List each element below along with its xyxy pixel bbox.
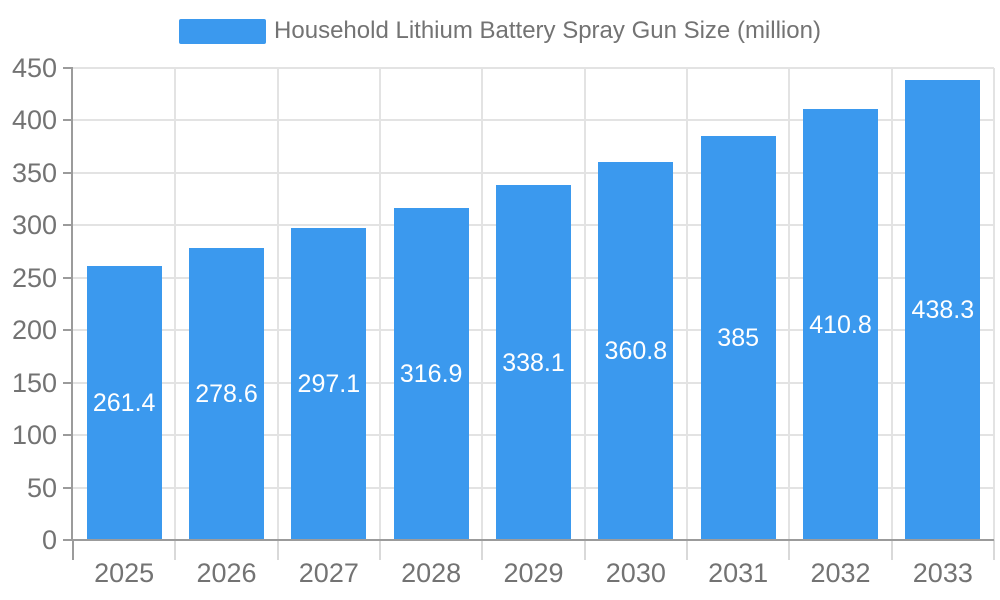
x-axis-label: 2031 (708, 558, 769, 588)
y-tick (63, 224, 73, 227)
y-axis-label: 0 (41, 525, 57, 555)
y-axis-label: 350 (11, 157, 57, 188)
gridline (788, 68, 791, 540)
gridline (174, 68, 177, 540)
x-axis-label: 2029 (503, 558, 564, 588)
x-tick (276, 540, 279, 560)
x-tick (583, 540, 586, 560)
x-tick (788, 540, 791, 560)
y-tick (63, 119, 73, 122)
x-tick (686, 540, 688, 560)
y-tick (63, 329, 73, 332)
bar[interactable] (291, 228, 367, 539)
y-tick (63, 539, 73, 541)
y-axis-label: 250 (11, 262, 57, 293)
gridline (379, 68, 381, 540)
y-axis-label: 200 (11, 315, 57, 346)
legend-item[interactable]: Household Lithium Battery Spray Gun Size… (0, 17, 1000, 45)
x-axis-label: 2026 (196, 558, 257, 588)
gridline (276, 68, 279, 540)
bar[interactable] (86, 265, 162, 539)
y-tick (63, 381, 73, 384)
bar[interactable] (496, 185, 571, 539)
x-axis-label: 2032 (810, 558, 871, 588)
gridline (73, 171, 994, 174)
bar[interactable] (803, 109, 878, 539)
y-axis-line (71, 68, 73, 540)
x-tick (890, 540, 893, 560)
x-tick (72, 540, 74, 560)
x-axis-label: 2030 (605, 558, 666, 588)
x-axis-label: 2027 (298, 558, 359, 588)
y-tick (63, 171, 73, 174)
y-axis-label: 300 (11, 210, 57, 241)
bar[interactable] (598, 161, 674, 539)
bar[interactable] (189, 247, 264, 539)
gridline (73, 67, 994, 69)
y-axis-label: 100 (11, 420, 57, 451)
x-tick (993, 540, 995, 560)
y-tick (63, 434, 73, 437)
y-tick (63, 276, 73, 279)
y-tick (63, 486, 73, 489)
x-axis-label: 2033 (912, 558, 973, 588)
gridline (890, 68, 893, 540)
legend-label: Household Lithium Battery Spray Gun Size… (274, 17, 821, 44)
bar[interactable] (905, 80, 981, 539)
gridline (73, 119, 994, 122)
gridline (686, 68, 688, 540)
x-tick (481, 540, 484, 560)
x-axis-label: 2028 (401, 558, 462, 588)
y-axis-label: 400 (11, 105, 57, 136)
y-axis-label: 450 (11, 53, 57, 83)
x-tick (379, 540, 381, 560)
y-tick (63, 67, 73, 69)
x-tick (174, 540, 177, 560)
bar[interactable] (393, 207, 469, 539)
y-axis-label: 150 (11, 367, 57, 398)
y-axis-label: 50 (26, 472, 57, 503)
gridline (993, 68, 995, 540)
bar[interactable] (700, 136, 776, 539)
legend-swatch[interactable] (179, 18, 267, 44)
gridline (583, 68, 586, 540)
gridline (481, 68, 484, 540)
x-axis-line (71, 539, 994, 541)
x-axis-label: 2025 (94, 558, 155, 588)
